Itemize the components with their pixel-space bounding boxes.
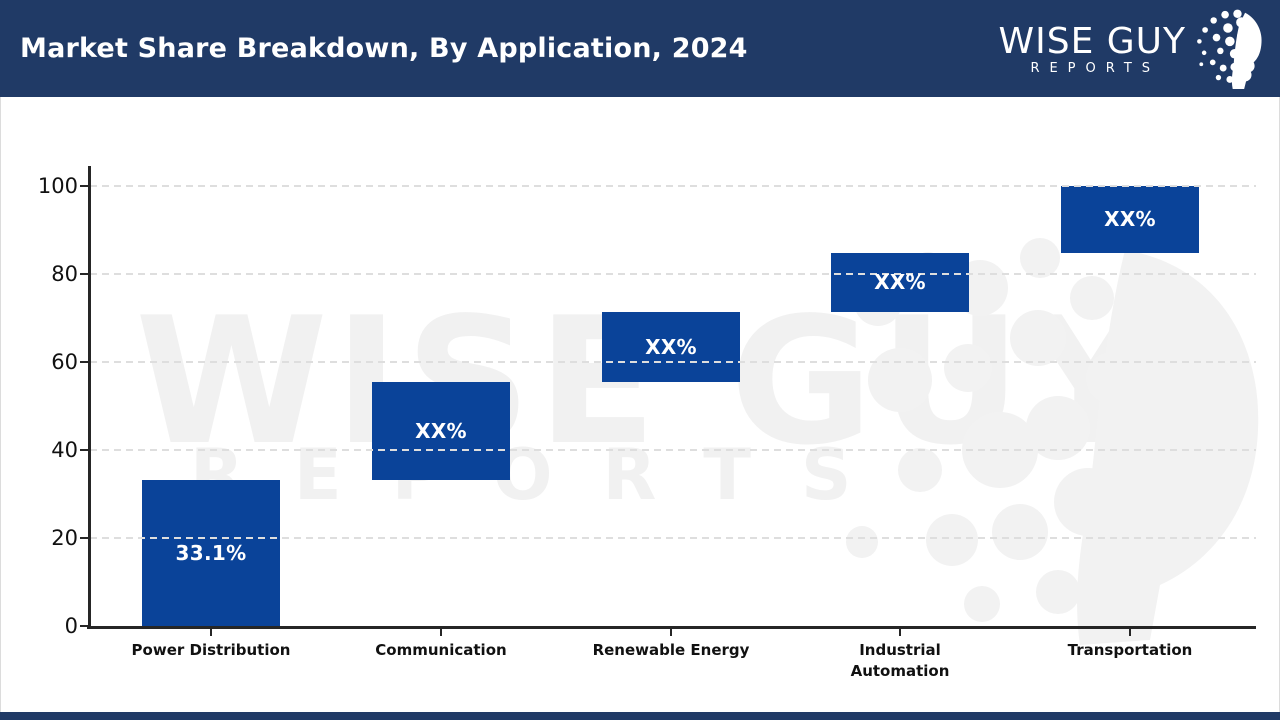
waterfall-bar-5	[1061, 186, 1199, 253]
bar-value-label-1: 33.1%	[175, 541, 247, 566]
header: Market Share Breakdown, By Application, …	[0, 0, 1280, 97]
brand-logo: WISE GUY REPORTS	[999, 9, 1265, 89]
y-tick-mark-20	[80, 537, 88, 539]
x-tick-mark-1	[210, 629, 212, 636]
waterfall-bar-2	[372, 381, 510, 481]
waterfall-bar-1	[142, 480, 280, 626]
x-tick-mark-4	[899, 629, 901, 636]
logo-text: WISE GUY REPORTS	[999, 22, 1187, 77]
bar-value-label-3: XX%	[645, 334, 697, 359]
y-tick-mark-80	[80, 273, 88, 275]
bar-value-label-2: XX%	[415, 419, 467, 444]
footer-bar	[0, 712, 1280, 720]
logo-subtext: REPORTS	[1030, 61, 1161, 77]
y-tick-label-20: 20	[51, 526, 78, 550]
y-tick-mark-100	[80, 185, 88, 187]
category-label-2: Communication	[375, 641, 507, 659]
logo-wordmark: WISE GUY	[998, 20, 1186, 62]
x-tick-mark-3	[670, 629, 672, 636]
chart-title: Market Share Breakdown, By Application, …	[20, 33, 748, 64]
gridline-40	[90, 449, 1256, 451]
category-label-5: Transportation	[1067, 641, 1193, 659]
waterfall-bar-3	[602, 311, 740, 382]
waterfall-bar-4	[831, 252, 969, 312]
x-tick-mark-2	[440, 629, 442, 636]
gridline-20	[90, 537, 1256, 539]
category-label-4: Industrial Automation	[850, 641, 950, 680]
y-axis-spine	[88, 166, 91, 628]
gridline-60	[90, 361, 1256, 363]
y-tick-label-0: 0	[64, 614, 78, 638]
gridline-80	[90, 273, 1256, 275]
category-label-3: Renewable Energy	[592, 641, 750, 659]
y-tick-mark-60	[80, 361, 88, 363]
x-axis-spine	[87, 626, 1256, 629]
bar-value-label-4: XX%	[874, 270, 926, 295]
logo-face-icon	[1197, 9, 1262, 89]
gridline-100	[90, 185, 1256, 187]
x-tick-mark-5	[1129, 629, 1131, 636]
bar-value-label-5: XX%	[1104, 207, 1156, 232]
y-tick-label-80: 80	[51, 262, 78, 286]
y-tick-label-40: 40	[51, 438, 78, 462]
y-tick-label-100: 100	[37, 174, 78, 198]
y-tick-mark-0	[80, 625, 88, 627]
y-tick-mark-40	[80, 449, 88, 451]
category-label-1: Power Distribution	[131, 641, 291, 659]
y-tick-label-60: 60	[51, 350, 78, 374]
